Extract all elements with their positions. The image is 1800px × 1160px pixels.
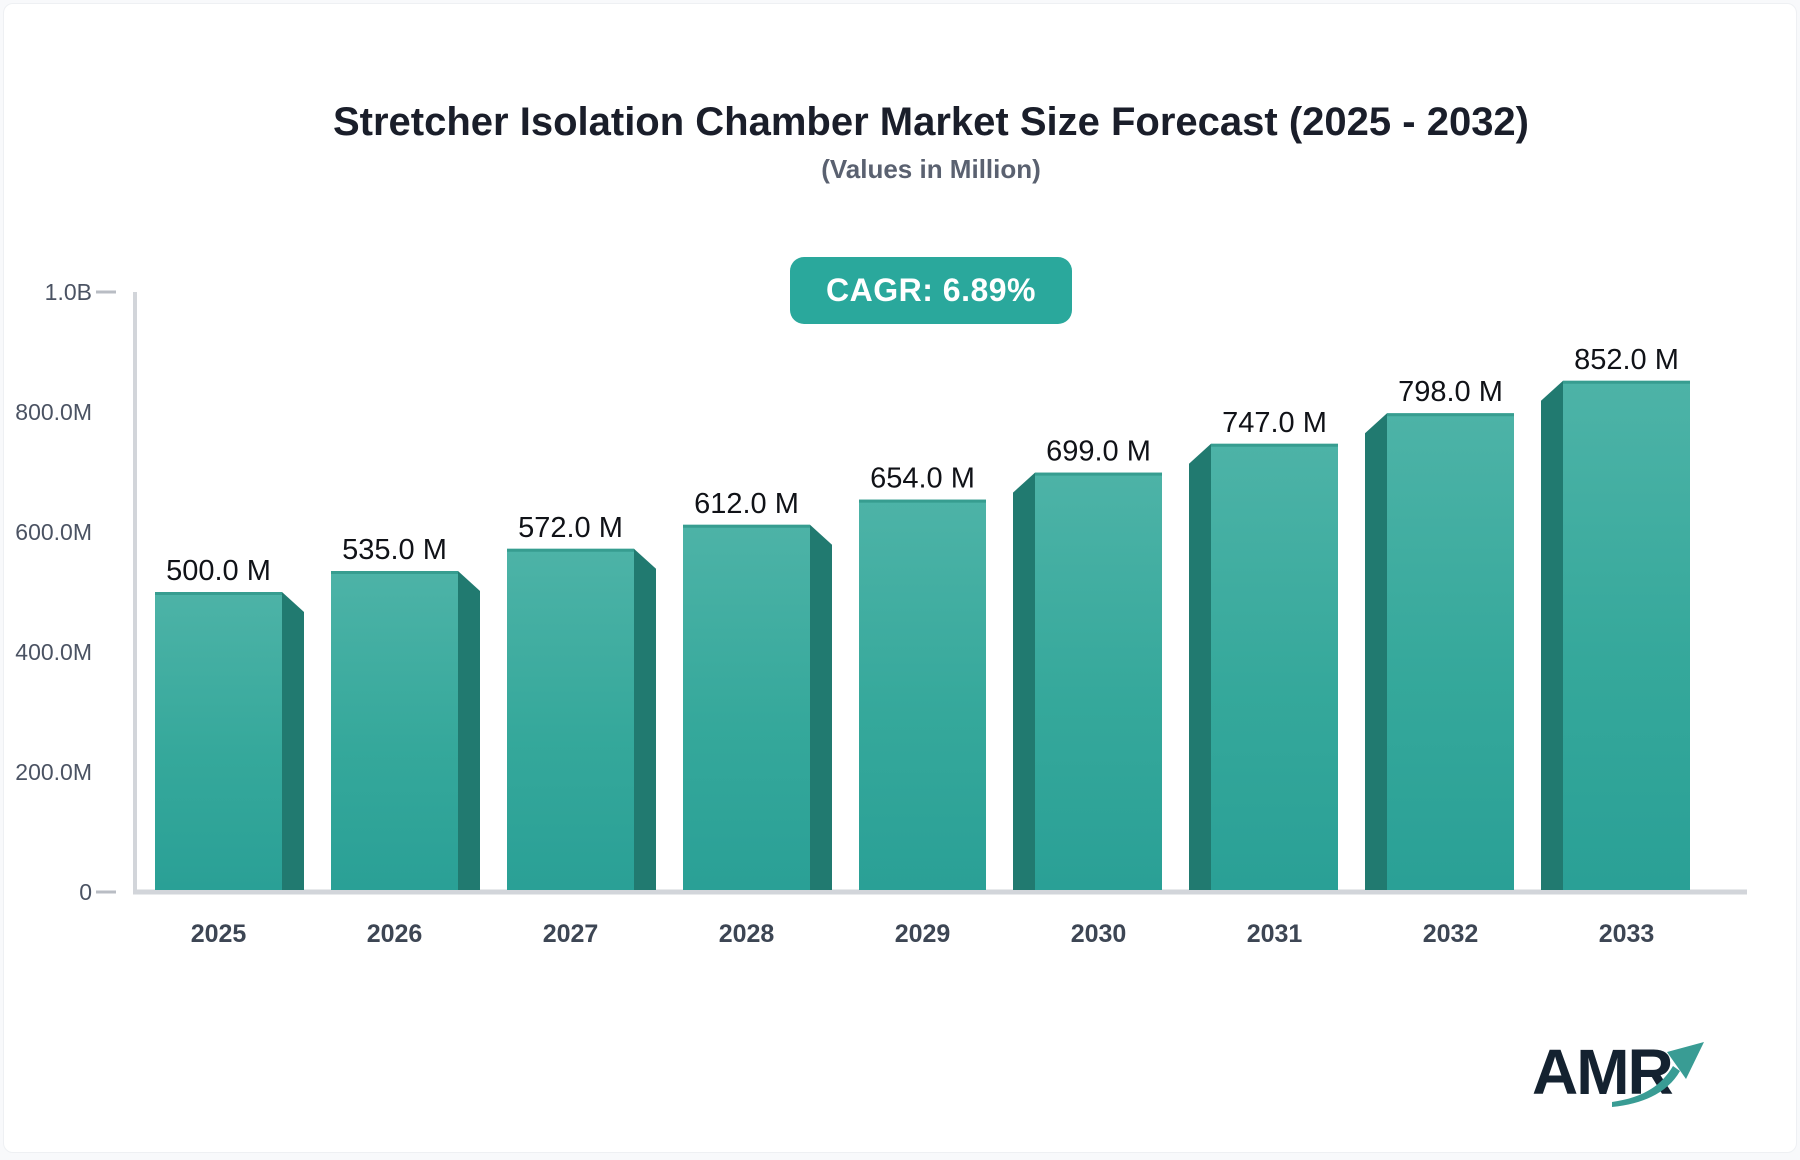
x-axis-label: 2029	[895, 920, 951, 948]
y-tick-label: 600.0M	[15, 519, 92, 545]
bar-2028[interactable]	[683, 525, 810, 890]
bar-2025[interactable]	[155, 592, 282, 890]
bar-2031[interactable]	[1211, 444, 1338, 890]
x-axis-label: 2025	[191, 920, 247, 948]
x-axis-label: 2032	[1423, 920, 1479, 948]
bar-value-label: 747.0 M	[1222, 407, 1327, 439]
bar-value-label: 798.0 M	[1398, 376, 1503, 408]
bar-value-label: 699.0 M	[1046, 436, 1151, 468]
bar-chart: 1.0B 800.0M 600.0M 400.0M 200.0M 0 500.0 M 2025…	[4, 4, 1800, 1160]
logo-growth-arrow-icon	[1610, 1038, 1714, 1112]
bar-2030[interactable]	[1035, 473, 1162, 890]
bar-side-face-2031	[1189, 444, 1211, 890]
y-tick-label: 200.0M	[15, 759, 92, 785]
x-axis-label: 2026	[367, 920, 423, 948]
x-axis-label: 2033	[1599, 920, 1655, 948]
bar-2032[interactable]	[1387, 413, 1514, 890]
y-tick-label: 800.0M	[15, 399, 92, 425]
bar-side-face-2032	[1365, 413, 1387, 890]
bar-2033[interactable]	[1563, 381, 1690, 890]
x-axis-label: 2027	[543, 920, 599, 948]
bar-side-face-2026	[458, 571, 480, 890]
x-axis-label: 2030	[1071, 920, 1127, 948]
amr-logo: AMR	[1532, 1040, 1732, 1120]
bar-side-face-2027	[634, 549, 656, 890]
x-axis-label: 2028	[719, 920, 775, 948]
y-tick-label: 400.0M	[15, 639, 92, 665]
chart-card: Stretcher Isolation Chamber Market Size …	[3, 3, 1797, 1153]
x-axis-label: 2031	[1247, 920, 1303, 948]
bar-value-label: 852.0 M	[1574, 344, 1679, 376]
bar-side-face-2028	[810, 525, 832, 890]
bar-2027[interactable]	[507, 549, 634, 890]
bar-value-label: 612.0 M	[694, 488, 799, 520]
bar-value-label: 654.0 M	[870, 463, 975, 495]
bar-side-face-2033	[1541, 381, 1563, 890]
bar-side-face-2025	[282, 592, 304, 890]
y-tick-label: 0	[79, 879, 92, 905]
bar-value-label: 572.0 M	[518, 512, 623, 544]
bar-value-label: 535.0 M	[342, 534, 447, 566]
bar-2029[interactable]	[859, 500, 986, 890]
y-tick-label: 1.0B	[45, 279, 92, 305]
bar-2026[interactable]	[331, 571, 458, 890]
bar-side-face-2030	[1013, 473, 1035, 890]
bar-value-label: 500.0 M	[166, 555, 271, 587]
